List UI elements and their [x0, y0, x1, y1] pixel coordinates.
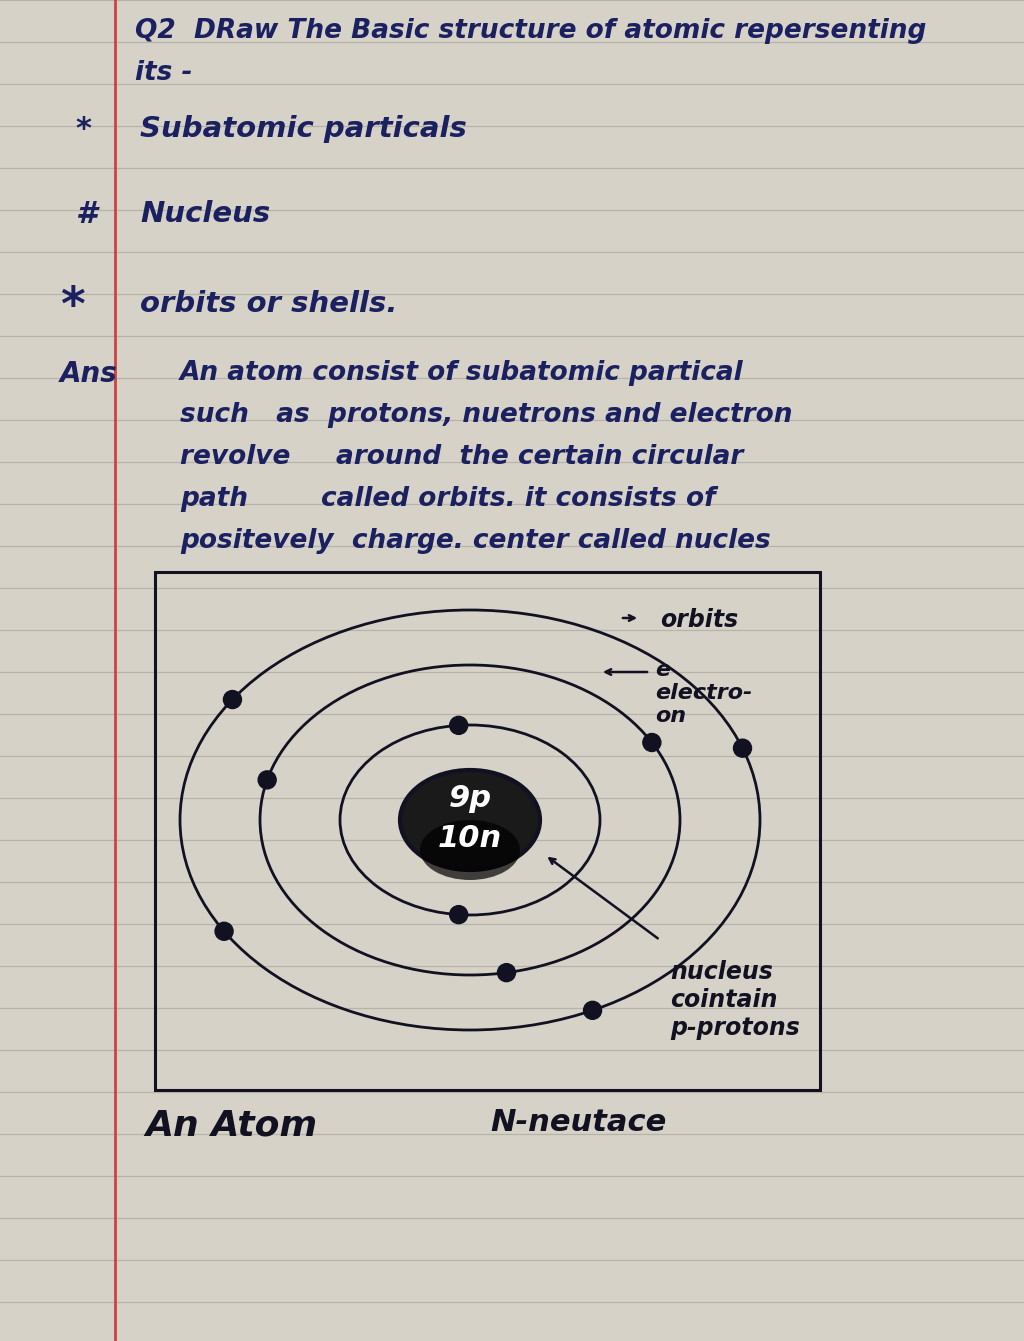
- Text: its -: its -: [135, 60, 193, 86]
- Text: Nucleus: Nucleus: [140, 200, 270, 228]
- Text: An atom consist of subatomic partical: An atom consist of subatomic partical: [180, 359, 743, 386]
- Text: 10n: 10n: [438, 823, 502, 853]
- Text: positevely  charge. center called nucles: positevely charge. center called nucles: [180, 528, 771, 554]
- Text: e
electro-
on: e electro- on: [655, 660, 753, 727]
- Circle shape: [223, 691, 242, 708]
- Circle shape: [498, 964, 515, 982]
- Text: *: *: [60, 286, 85, 330]
- Bar: [155, 573, 820, 1090]
- Text: orbits or shells.: orbits or shells.: [140, 290, 397, 318]
- Text: #: #: [75, 200, 96, 229]
- Text: An Atom: An Atom: [145, 1108, 317, 1143]
- Circle shape: [450, 905, 468, 924]
- Text: 9p: 9p: [449, 783, 492, 813]
- Circle shape: [215, 923, 233, 940]
- Text: such   as  protons, nuetrons and electron: such as protons, nuetrons and electron: [180, 402, 793, 428]
- Text: Ans: Ans: [60, 359, 118, 388]
- Ellipse shape: [420, 819, 520, 880]
- Text: *: *: [75, 115, 91, 143]
- Circle shape: [450, 716, 468, 735]
- Text: orbits: orbits: [660, 607, 738, 632]
- Text: path        called orbits. it consists of: path called orbits. it consists of: [180, 485, 716, 512]
- Circle shape: [643, 734, 660, 751]
- Text: Q2  DRaw The Basic structure of atomic repersenting: Q2 DRaw The Basic structure of atomic re…: [135, 17, 927, 44]
- Text: revolve     around  the certain circular: revolve around the certain circular: [180, 444, 743, 469]
- Text: N-neutace: N-neutace: [490, 1108, 667, 1137]
- Circle shape: [733, 739, 752, 758]
- Circle shape: [258, 771, 276, 789]
- Text: Subatomic particals: Subatomic particals: [140, 115, 467, 143]
- Ellipse shape: [400, 770, 540, 870]
- Circle shape: [584, 1002, 601, 1019]
- Text: nucleus
cointain
p-protons: nucleus cointain p-protons: [670, 960, 800, 1039]
